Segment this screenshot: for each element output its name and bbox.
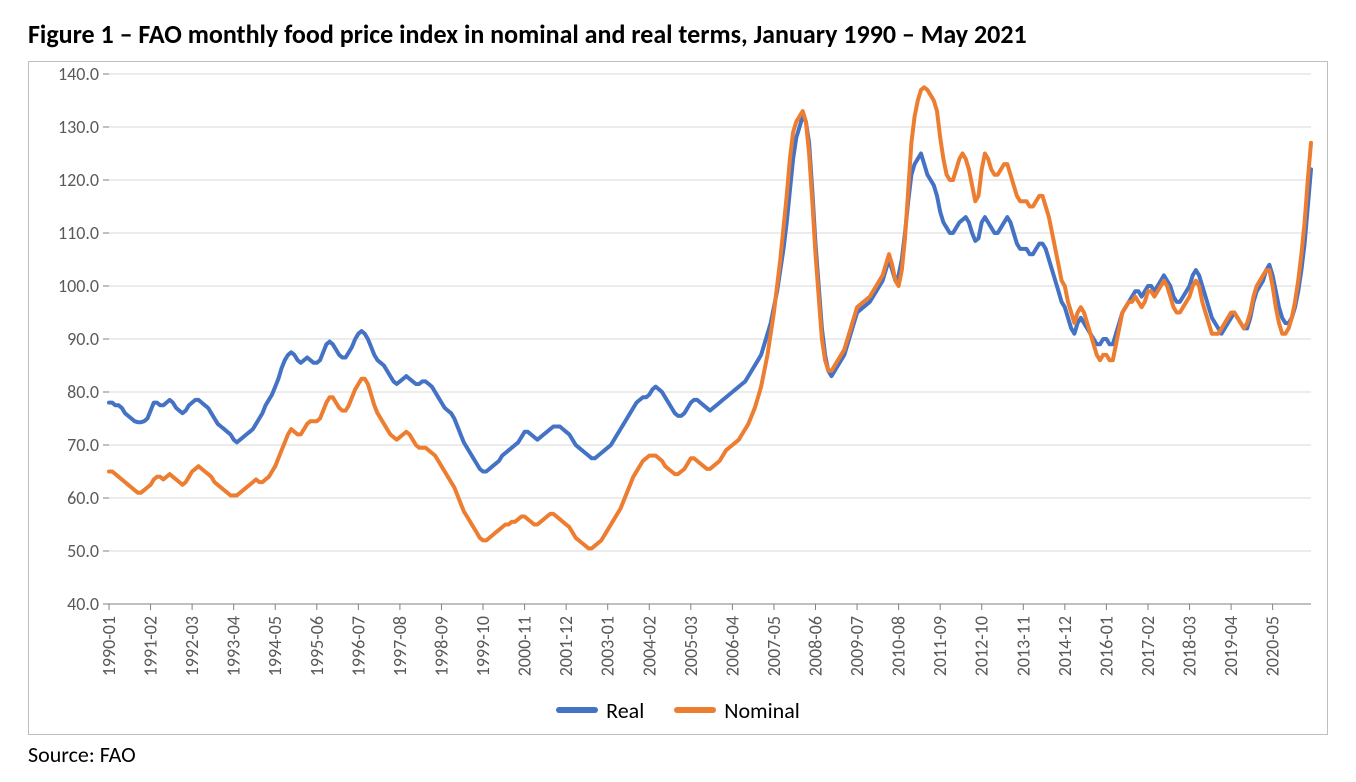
svg-text:2008-06: 2008-06	[804, 616, 826, 676]
svg-text:1995-06: 1995-06	[306, 616, 328, 676]
svg-text:2003-01: 2003-01	[597, 616, 619, 676]
svg-text:2017-02: 2017-02	[1137, 616, 1159, 676]
svg-text:2006-04: 2006-04	[721, 616, 743, 676]
svg-text:1992-03: 1992-03	[181, 616, 203, 676]
svg-text:1996-07: 1996-07	[347, 616, 369, 676]
svg-text:50.0: 50.0	[67, 540, 99, 562]
svg-text:2010-08: 2010-08	[888, 616, 910, 676]
source-line: Source: FAO	[28, 741, 1328, 768]
svg-text:1994-05: 1994-05	[264, 616, 286, 676]
svg-text:140.0: 140.0	[58, 63, 99, 85]
svg-text:1998-09: 1998-09	[430, 616, 452, 676]
svg-text:2011-09: 2011-09	[929, 616, 951, 676]
svg-text:2001-12: 2001-12	[555, 616, 577, 676]
svg-text:2009-07: 2009-07	[846, 616, 868, 676]
svg-text:2005-03: 2005-03	[680, 616, 702, 676]
figure-container: Figure 1 – FAO monthly food price index …	[0, 0, 1356, 782]
chart-legend: Real Nominal	[29, 697, 1327, 724]
legend-item-nominal: Nominal	[674, 697, 800, 724]
svg-text:70.0: 70.0	[67, 434, 99, 456]
svg-text:1991-02: 1991-02	[140, 616, 162, 676]
svg-text:1993-04: 1993-04	[223, 616, 245, 676]
legend-item-real: Real	[556, 697, 644, 724]
svg-text:110.0: 110.0	[58, 222, 99, 244]
svg-text:2016-01: 2016-01	[1095, 616, 1117, 676]
svg-text:80.0: 80.0	[67, 381, 99, 403]
svg-text:60.0: 60.0	[67, 487, 99, 509]
svg-text:2014-12: 2014-12	[1054, 616, 1076, 676]
legend-swatch-real	[556, 707, 598, 713]
svg-text:2020-05: 2020-05	[1262, 616, 1284, 676]
svg-text:2000-11: 2000-11	[514, 616, 536, 676]
svg-text:2018-03: 2018-03	[1179, 616, 1201, 676]
svg-text:1999-10: 1999-10	[472, 616, 494, 676]
svg-text:120.0: 120.0	[58, 169, 99, 191]
legend-label-real: Real	[606, 697, 644, 724]
figure-title: Figure 1 – FAO monthly food price index …	[28, 18, 1328, 51]
svg-text:40.0: 40.0	[67, 593, 99, 615]
svg-text:2019-04: 2019-04	[1220, 616, 1242, 676]
svg-text:1990-01: 1990-01	[98, 616, 120, 676]
svg-text:2004-02: 2004-02	[638, 616, 660, 676]
line-chart: 40.0 50.0 60.0 70.0 80.0 90.0 100.0 110.0 120.0 1…	[29, 62, 1327, 734]
legend-swatch-nominal	[674, 707, 716, 713]
svg-text:130.0: 130.0	[58, 116, 99, 138]
svg-text:2007-05: 2007-05	[763, 616, 785, 676]
svg-text:90.0: 90.0	[67, 328, 99, 350]
svg-text:100.0: 100.0	[58, 275, 99, 297]
svg-text:2012-10: 2012-10	[971, 616, 993, 676]
svg-text:1997-08: 1997-08	[389, 616, 411, 676]
svg-text:2013-11: 2013-11	[1012, 616, 1034, 676]
legend-label-nominal: Nominal	[724, 697, 800, 724]
chart-area: 40.0 50.0 60.0 70.0 80.0 90.0 100.0 110.0 120.0 1…	[28, 61, 1328, 735]
